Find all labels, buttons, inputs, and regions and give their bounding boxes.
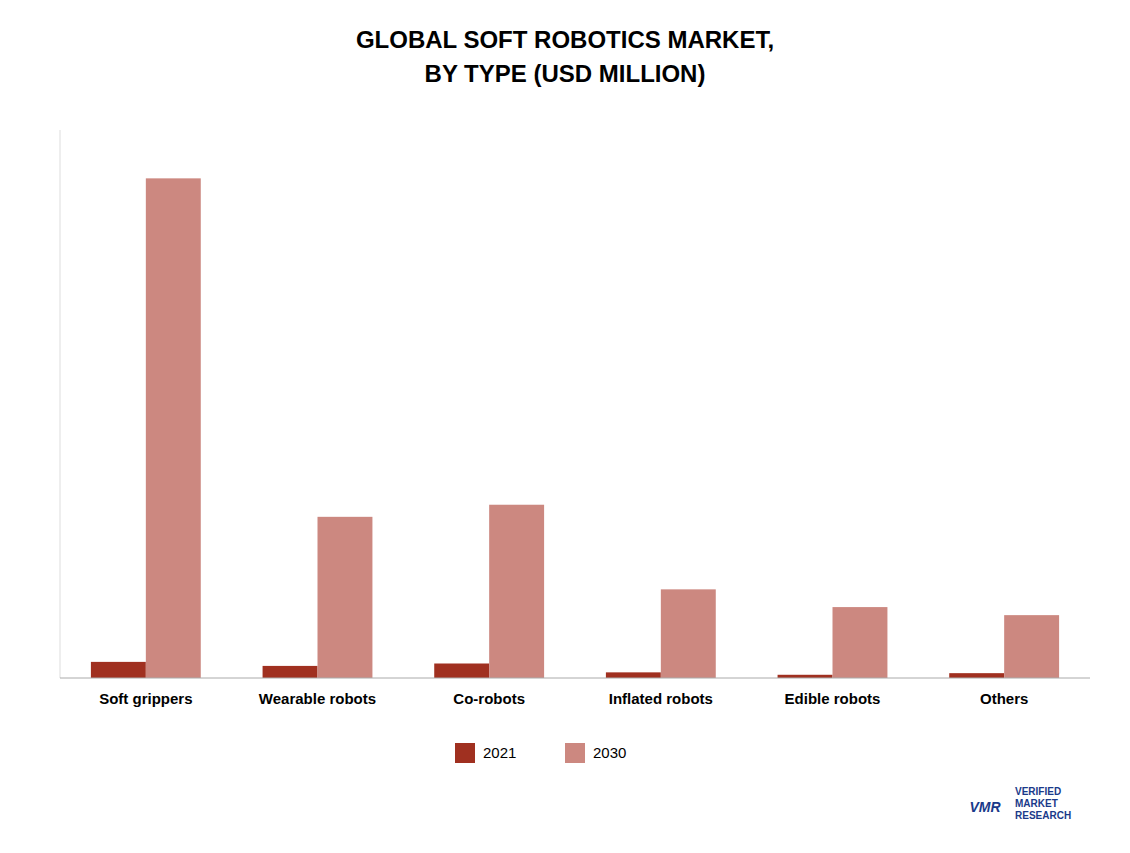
- bar: [489, 505, 544, 678]
- bar: [434, 663, 489, 678]
- legend-label: 2021: [483, 744, 516, 761]
- chart: GLOBAL SOFT ROBOTICS MARKET,BY TYPE (USD…: [0, 0, 1130, 853]
- legend-swatch: [565, 743, 585, 763]
- bar: [833, 607, 888, 678]
- logo-symbol: VMR: [969, 799, 1001, 815]
- bar: [318, 517, 373, 678]
- x-tick-label: Others: [980, 690, 1028, 707]
- bar: [606, 672, 661, 678]
- x-tick-label: Co-robots: [453, 690, 525, 707]
- x-axis-line: [60, 678, 1090, 679]
- bar: [91, 662, 146, 678]
- x-tick-label: Soft grippers: [99, 690, 192, 707]
- legend-label: 2030: [593, 744, 626, 761]
- legend: 2021 2030: [455, 743, 626, 763]
- bars: [91, 178, 1059, 678]
- bar: [263, 666, 318, 678]
- bar: [949, 673, 1004, 678]
- x-tick-label: Wearable robots: [259, 690, 376, 707]
- bar: [146, 178, 201, 678]
- y-axis-line: [60, 130, 61, 678]
- logo-text: VERIFIEDMARKETRESEARCH: [1015, 786, 1071, 821]
- bar: [661, 589, 716, 678]
- x-tick-label: Edible robots: [785, 690, 881, 707]
- legend-swatch: [455, 743, 475, 763]
- bar: [1004, 615, 1059, 678]
- title: GLOBAL SOFT ROBOTICS MARKET,BY TYPE (USD…: [356, 26, 774, 87]
- x-tick-label: Inflated robots: [609, 690, 713, 707]
